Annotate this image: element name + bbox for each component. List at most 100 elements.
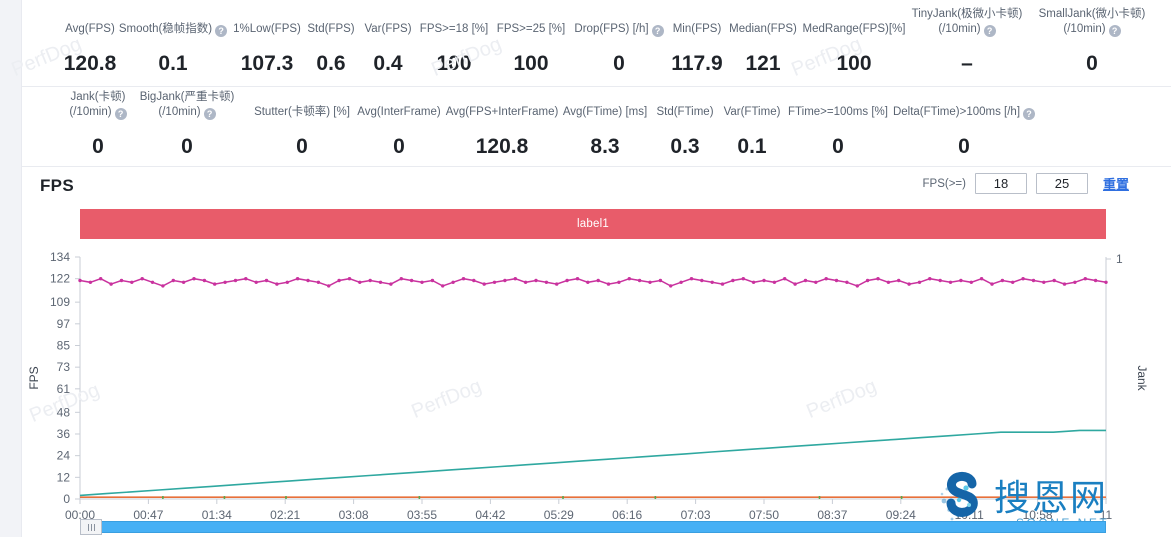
fps-threshold-low-input[interactable] <box>974 173 1027 194</box>
stat-secondary-label: Std(FTime) <box>656 106 714 118</box>
x-axis-tick-label: 04:42 <box>475 508 505 522</box>
stat-primary-label: Drop(FPS) [/h]? <box>499 22 739 37</box>
stat-primary-value: 0 <box>1086 52 1098 75</box>
x-axis-tick-label: 11 <box>1100 508 1113 522</box>
y-axis-tick-label: 122 <box>50 272 70 286</box>
y2-axis-title: Jank <box>1135 365 1149 391</box>
stat-primary-label: SmallJank(微小卡顿) (/10min)? <box>1038 8 1146 37</box>
y-axis-tick-label: 12 <box>57 470 71 484</box>
stat-primary-value: 0.4 <box>373 52 403 75</box>
stat-secondary-label: Avg(FTime) [ms] <box>562 106 648 118</box>
stat-secondary-label: BigJank(严重卡顿) (/10min)? <box>139 91 235 120</box>
stat-primary-label: Var(FPS) <box>364 23 412 35</box>
stat-secondary-value: 0 <box>958 135 970 158</box>
fps-chart-svg[interactable]: 134 122 109 97 85 73 61 48 36 24 12 0 FPS 1 Jank 00:00 0… <box>22 245 1171 537</box>
stat-primary-value: 100 <box>513 52 549 75</box>
stat-secondary-label: Avg(FPS+InterFrame) <box>445 106 559 118</box>
stat-secondary-value: 0 <box>181 135 193 158</box>
stat-secondary-label: Jank(卡顿) (/10min)? <box>69 91 127 120</box>
stats-divider-top <box>22 86 1171 87</box>
fps-threshold-controls: FPS(>=) 重置 <box>923 173 1129 194</box>
stat-primary-label: MedRange(FPS)[%] <box>802 23 906 35</box>
x-axis-tick-label: 03:08 <box>339 508 369 522</box>
stat-secondary-label: FTime>=100ms [%] <box>788 106 888 118</box>
x-axis-tick-label: 08:37 <box>817 508 847 522</box>
stat-primary-value: 100 <box>436 52 472 75</box>
fps-threshold-label: FPS(>=) <box>922 177 966 190</box>
x-axis-tick-label: 10:11 <box>955 508 984 522</box>
stat-secondary-value: 0 <box>832 135 844 158</box>
y-axis-tick-label: 48 <box>57 405 71 419</box>
stat-secondary-value: 0 <box>92 135 104 158</box>
help-icon[interactable]: ? <box>1108 25 1121 37</box>
timeline-range-slider-handle[interactable] <box>80 519 102 535</box>
stat-primary-label: Min(FPS) <box>672 23 722 35</box>
x-axis-tick-label: 00:00 <box>65 508 95 522</box>
reset-link[interactable]: 重置 <box>1102 177 1129 192</box>
help-icon[interactable]: ? <box>203 108 216 120</box>
stat-secondary-value: 8.3 <box>590 135 620 158</box>
stat-primary-value: 120.8 <box>63 52 117 75</box>
fps-chart: 134 122 109 97 85 73 61 48 36 24 12 0 FPS 1 Jank 00:00 0… <box>22 245 1171 537</box>
x-axis-tick-label: 07:03 <box>681 508 711 522</box>
help-icon[interactable]: ? <box>114 108 127 120</box>
help-icon[interactable]: ? <box>983 25 996 37</box>
stat-primary-value: 0.1 <box>158 52 188 75</box>
chart-label-band-text: label1 <box>577 218 609 230</box>
stat-secondary-label: Var(FTime) <box>723 106 781 118</box>
x-axis-tick-label: 06:16 <box>612 508 642 522</box>
stat-primary-value: 121 <box>745 52 781 75</box>
y2-axis-tick-label: 1 <box>1116 252 1123 266</box>
y-axis-tick-label: 97 <box>57 317 71 331</box>
stat-secondary-value: 0 <box>296 135 308 158</box>
help-icon[interactable]: ? <box>651 25 664 37</box>
stat-primary-value: 100 <box>836 52 872 75</box>
x-axis-tick-label: 10:58 <box>1023 508 1053 522</box>
stat-primary-value: 0 <box>613 52 625 75</box>
stat-secondary-label: Delta(FTime)>100ms [/h]? <box>844 105 1084 120</box>
help-icon[interactable]: ? <box>1023 108 1036 120</box>
series-fps-markers <box>78 277 1108 288</box>
x-axis-tick-label: 02:21 <box>270 508 300 522</box>
y-axis-tick-label: 24 <box>57 449 71 463</box>
chart-label-band[interactable]: label1 <box>80 209 1106 239</box>
stat-secondary-label: Avg(InterFrame) <box>357 106 441 118</box>
x-axis-tick-label: 01:34 <box>202 508 232 522</box>
stat-primary-label: FPS>=25 [%] <box>496 23 566 35</box>
stat-secondary-value: 0 <box>393 135 405 158</box>
x-axis-tick-label: 03:55 <box>407 508 437 522</box>
y-axis-tick-label: 85 <box>57 338 71 352</box>
y-axis-title: FPS <box>27 366 41 389</box>
timeline-range-slider[interactable] <box>80 521 1106 533</box>
y-axis-tick-label: 61 <box>57 382 71 396</box>
y-axis-tick-label: 134 <box>50 250 70 264</box>
stat-primary-value: 117.9 <box>671 52 723 75</box>
stat-primary-label: Avg(FPS) <box>65 23 115 35</box>
stat-primary-label: Smooth(稳帧指数)? <box>53 22 293 37</box>
y-axis-tick-label: 109 <box>50 295 70 309</box>
page-title: FPS <box>40 176 74 195</box>
series-jank <box>162 496 903 499</box>
x-axis-tick-label: 09:24 <box>886 508 916 522</box>
stat-primary-value: – <box>961 52 973 75</box>
x-axis-tick-label: 07:50 <box>749 508 779 522</box>
stat-primary-label: Median(FPS) <box>729 23 797 35</box>
help-icon[interactable]: ? <box>215 25 228 37</box>
stat-primary-value: 107.3 <box>240 52 294 75</box>
y-axis-tick-label: 0 <box>63 492 70 506</box>
stats-divider-bottom <box>22 166 1171 167</box>
stat-primary-label: FPS>=18 [%] <box>419 23 489 35</box>
stat-secondary-value: 120.8 <box>475 135 529 158</box>
stat-secondary-value: 0.3 <box>670 135 700 158</box>
stat-secondary-label: Stutter(卡顿率) [%] <box>254 106 350 118</box>
series-interframe <box>79 429 1106 497</box>
stat-secondary-value: 0.1 <box>737 135 767 158</box>
fps-threshold-high-input[interactable] <box>1035 173 1088 194</box>
stat-primary-label: Std(FPS) <box>307 23 355 35</box>
x-axis-tick-label: 00:47 <box>133 508 163 522</box>
stat-primary-value: 0.6 <box>316 52 346 75</box>
left-rail <box>0 0 22 537</box>
y-axis-tick-label: 36 <box>57 427 71 441</box>
y-axis-tick-label: 73 <box>57 360 71 374</box>
